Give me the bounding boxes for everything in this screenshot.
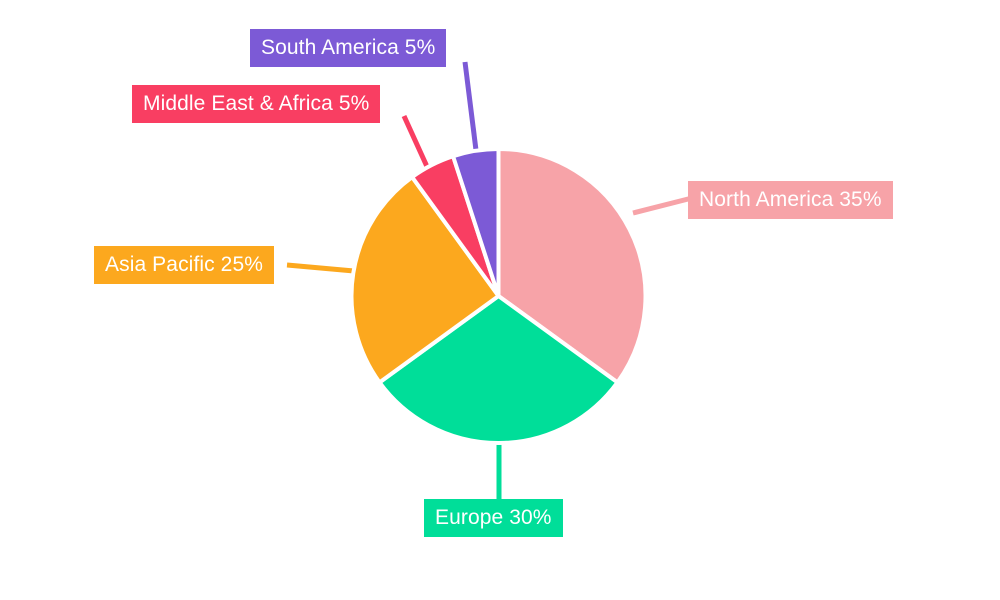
pie-slice-asia-pacific[interactable] (349, 175, 501, 385)
pie-label-middle-east-africa[interactable]: Middle East & Africa 5% (132, 85, 381, 123)
pie-slices-group (349, 147, 648, 446)
pie-slice-europe[interactable] (377, 294, 620, 446)
leader-line-south-america (462, 61, 480, 159)
leader-line-asia-pacific (286, 262, 355, 274)
pie-slice-south-america[interactable] (451, 147, 501, 298)
pie-label-south-america[interactable]: South America 5% (250, 29, 447, 67)
pie-slice-north-america[interactable] (496, 147, 648, 385)
pie-label-asia-pacific[interactable]: Asia Pacific 25% (94, 246, 275, 284)
pie-label-north-america[interactable]: North America 35% (688, 181, 893, 219)
pie-label-europe[interactable]: Europe 30% (424, 499, 563, 537)
